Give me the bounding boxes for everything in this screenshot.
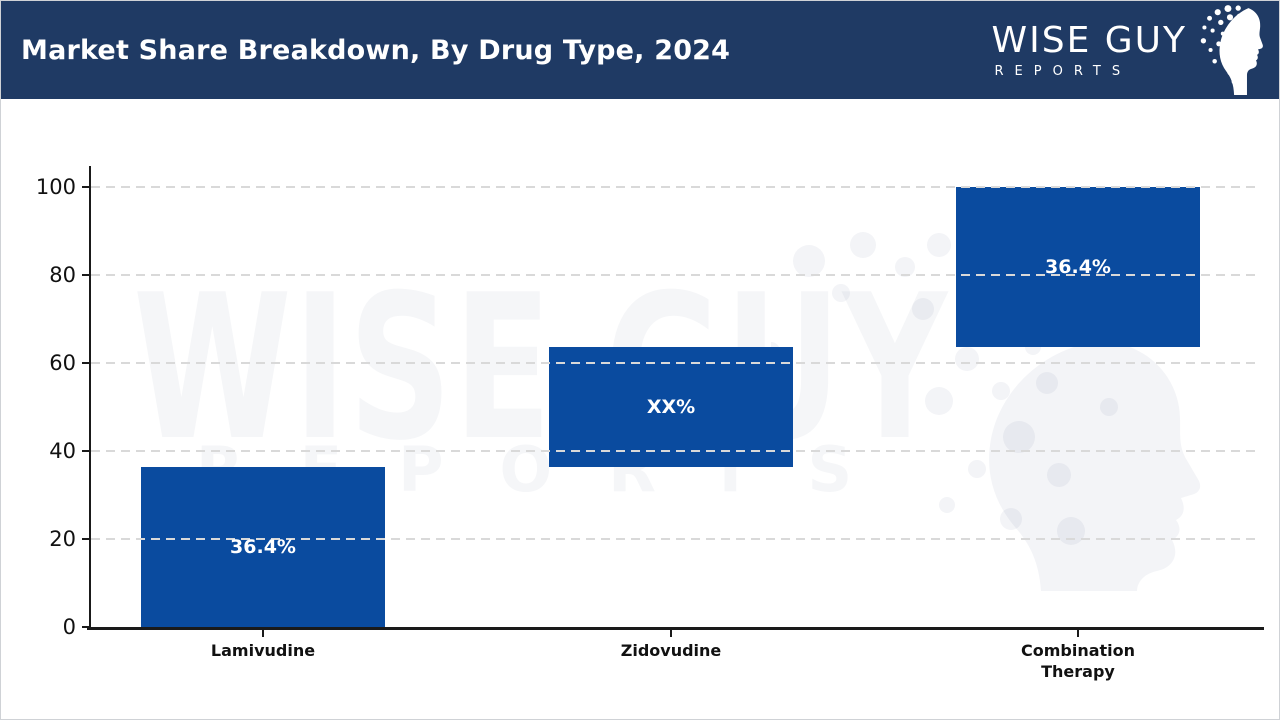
- y-tick-label: 100: [35, 175, 76, 199]
- y-axis-line: [89, 166, 91, 629]
- brand-subname: REPORTS: [994, 63, 1132, 79]
- watermark-wordmark: WISE GUY: [133, 269, 949, 469]
- gridline: [91, 450, 1256, 452]
- x-tick-mark: [1077, 630, 1079, 637]
- header: Market Share Breakdown, By Drug Type, 20…: [1, 1, 1279, 99]
- brand-name: WISE GUY: [991, 19, 1187, 61]
- gridline: [91, 538, 1256, 540]
- y-tick-label: 20: [49, 527, 76, 551]
- y-tick-mark: [82, 186, 89, 188]
- bar-combination-therapy: [956, 187, 1200, 348]
- x-category-label: Zidovudine: [620, 641, 722, 660]
- brand-wordmark: WISE GUY REPORTS: [991, 19, 1188, 79]
- x-category-label: Combination Therapy: [1020, 641, 1136, 681]
- gridline: [91, 274, 1256, 276]
- brand-logo: WISE GUY REPORTS: [992, 4, 1268, 96]
- bar-lamivudine: [141, 466, 385, 627]
- page-title: Market Share Breakdown, By Drug Type, 20…: [21, 34, 731, 66]
- x-tick-mark: [262, 630, 264, 637]
- brand-head-icon: [1200, 5, 1263, 95]
- y-tick-mark: [82, 450, 89, 452]
- y-tick-mark: [82, 538, 89, 540]
- y-tick-label: 0: [62, 615, 76, 639]
- gridline: [91, 186, 1256, 188]
- y-tick-mark: [82, 626, 89, 628]
- y-tick-label: 80: [49, 263, 76, 287]
- bar-value-label: 36.4%: [1045, 256, 1111, 279]
- y-tick-mark: [82, 274, 89, 276]
- gridline: [91, 362, 1256, 364]
- bar-value-label: XX%: [646, 396, 696, 418]
- x-tick-mark: [670, 630, 672, 637]
- y-tick-mark: [82, 362, 89, 364]
- bar-zidovudine: [549, 347, 793, 467]
- bar-value-label: 36.4%: [230, 535, 296, 558]
- y-tick-label: 40: [49, 439, 76, 463]
- y-tick-label: 60: [49, 351, 76, 375]
- x-category-label: Lamivudine: [210, 641, 316, 660]
- x-axis-line: [87, 627, 1264, 630]
